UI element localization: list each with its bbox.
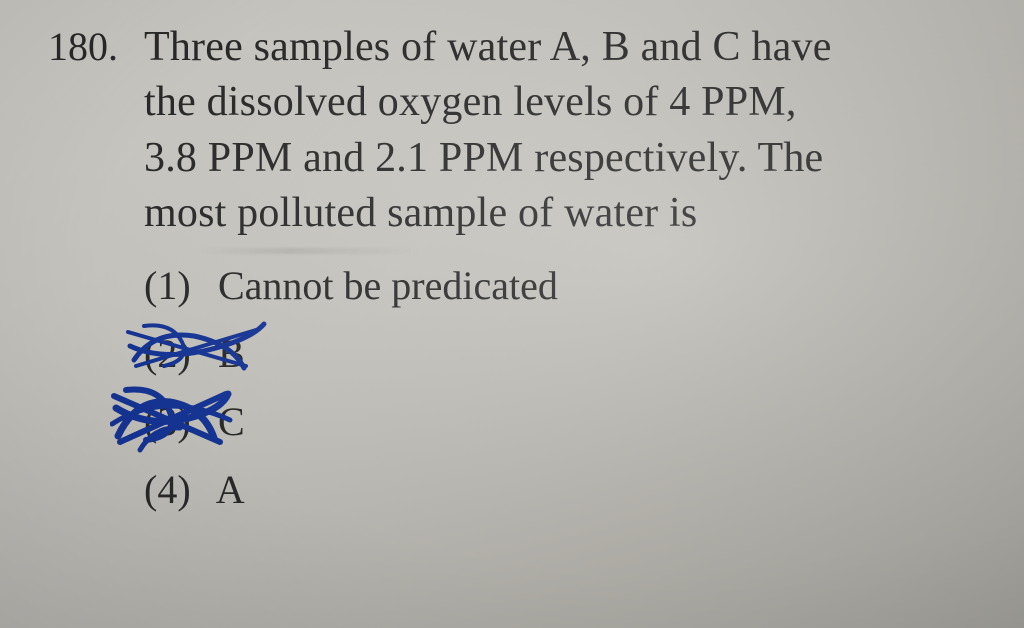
options-list: (1) Cannot be predicated (2) B (3) C <box>144 252 996 524</box>
option-4-number: (4) <box>144 456 208 524</box>
faint-underline-icon <box>200 248 420 254</box>
question-line-4: most polluted sample of water is <box>144 190 697 236</box>
option-1: (1) Cannot be predicated <box>144 252 996 320</box>
question-block: 180. Three samples of water A, B and C h… <box>0 0 1024 628</box>
option-3-label: C <box>218 399 245 444</box>
question-text: Three samples of water A, B and C have t… <box>144 20 832 242</box>
question-line-1: Three samples of water A, B and C have <box>144 24 832 70</box>
option-4: (4) A <box>144 456 996 524</box>
option-3-number: (3) <box>144 388 208 456</box>
option-3: (3) C <box>144 388 996 456</box>
option-2-number: (2) <box>144 320 208 388</box>
option-1-number: (1) <box>144 252 208 320</box>
option-1-label: Cannot be predicated <box>218 263 558 308</box>
question-line-3: 3.8 PPM and 2.1 PPM respectively. The <box>144 135 823 181</box>
option-2-label: B <box>218 331 245 376</box>
question-header-line: 180. Three samples of water A, B and C h… <box>48 20 996 242</box>
option-4-label: A <box>216 467 245 512</box>
option-2: (2) B <box>144 320 996 388</box>
question-number: 180. <box>48 23 144 70</box>
question-line-2: the dissolved oxygen levels of 4 PPM, <box>144 79 797 125</box>
